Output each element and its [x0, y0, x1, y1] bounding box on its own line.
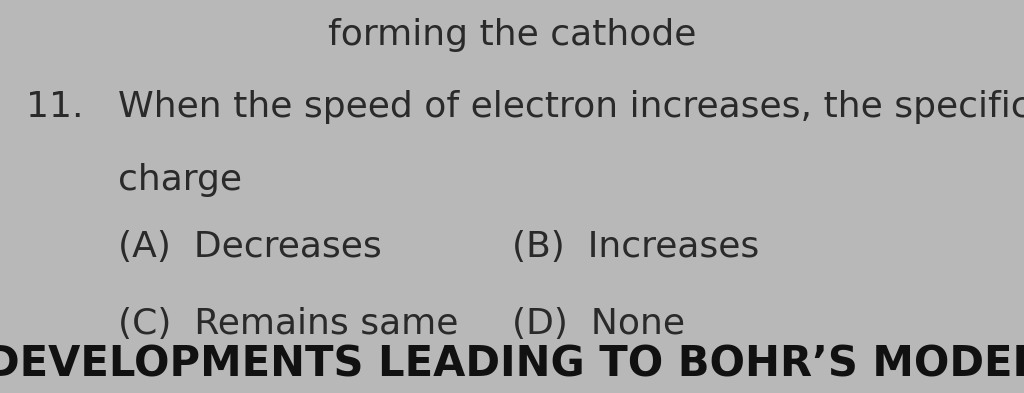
- Text: 11.: 11.: [26, 90, 83, 125]
- Text: charge: charge: [118, 163, 242, 197]
- Text: (C)  Remains same: (C) Remains same: [118, 307, 458, 341]
- Text: When the speed of electron increases, the specific: When the speed of electron increases, th…: [118, 90, 1024, 125]
- Text: DEVELOPMENTS LEADING TO BOHR’S MODEL: DEVELOPMENTS LEADING TO BOHR’S MODEL: [0, 343, 1024, 385]
- Text: (B)  Increases: (B) Increases: [512, 230, 759, 264]
- Text: forming the cathode: forming the cathode: [328, 18, 696, 52]
- Text: (D)  None: (D) None: [512, 307, 685, 341]
- Text: (A)  Decreases: (A) Decreases: [118, 230, 382, 264]
